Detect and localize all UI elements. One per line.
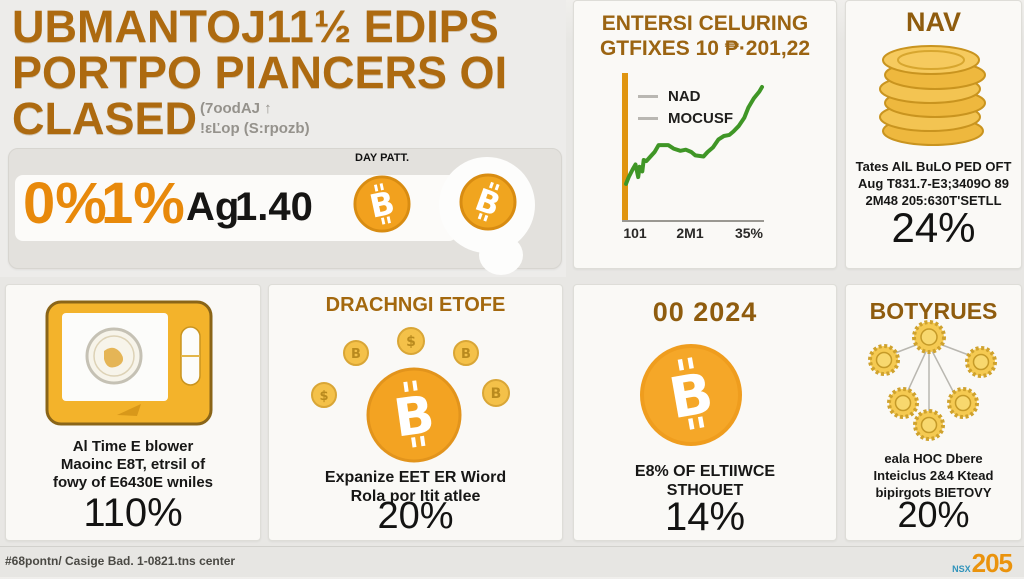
subtitle-line-2: !εĽop (S:rpozb)	[200, 120, 310, 137]
botyrues-value: 20%	[897, 494, 970, 535]
ath-value: 110%	[83, 491, 183, 535]
svg-text:$: $	[319, 389, 328, 404]
trend-chart-svg	[622, 73, 764, 222]
bitcoin-icon: B	[458, 172, 518, 232]
q2024-card: 00 2024 B E8% OF ELTIIWCE STHOUET 14%	[573, 284, 837, 541]
page-title: UBMANTOJ11½ EDIPS PORTPO PIANCERS OI CLA…	[12, 4, 564, 142]
botyrues-text: eala HOC Dbere Inteiclus 2&4 Ktead bipir…	[873, 451, 994, 500]
legend-dash-icon	[638, 116, 658, 120]
legend-row-mocusf: MOCUSF	[638, 107, 733, 129]
brand-logo: NSX 205	[952, 548, 1013, 579]
coin-backdrop-lower	[479, 235, 523, 275]
x-tick-3: 35%	[734, 225, 764, 241]
q2024-value: 14%	[664, 495, 746, 539]
coin-network-icon	[868, 320, 997, 441]
svg-text:B: B	[461, 347, 471, 362]
drachngi-text: Expanize EET ER Wiord Rola por Itit atle…	[324, 469, 507, 505]
q2024-text: E8% OF ELTIIWCE STHOUET	[634, 463, 776, 499]
botyrues-card: BOTYRUES	[845, 284, 1022, 541]
svg-text:B: B	[491, 386, 502, 402]
nav-value: 24%	[891, 204, 976, 251]
ath-card: Al Time E blower Maoinc E8T, etrsil of f…	[5, 284, 261, 541]
y-axis-bar	[622, 73, 628, 221]
coin-stack-icon	[879, 45, 986, 146]
chart-legend: NAD MOCUSF	[638, 85, 733, 129]
title-line-3: CLASED	[12, 93, 198, 144]
day-patt-label: DAY PATT.	[355, 152, 409, 164]
ath-text: Al Time E blower Maoinc E8T, etrsil of f…	[52, 438, 214, 491]
trend-chart-card: ENTERSI CELURING GTFIXES 10 ₱·201,22 NAD…	[573, 0, 837, 269]
footer: #68pontn/ Casige Bad. 1-0821.tns center …	[0, 546, 1024, 579]
trend-line	[624, 85, 764, 186]
svg-text:B: B	[351, 347, 361, 362]
subtitle-line-1: (7oodAJ ↑	[200, 100, 272, 117]
bitcoin-icon: B	[640, 344, 742, 446]
tablet-icon	[45, 300, 213, 426]
triangle-icon	[117, 404, 141, 416]
stat-label: Ag	[186, 185, 240, 229]
footer-caption: #68pontn/ Casige Bad. 1-0821.tns center	[5, 554, 236, 568]
nav-text: Tates AlL BuLO PED OFT Aug T831.7-E3;340…	[855, 159, 1012, 208]
header-panel: UBMANTOJ11½ EDIPS PORTPO PIANCERS OI CLA…	[0, 0, 566, 277]
bitcoin-cluster-icon: B $ B $ B B	[311, 327, 510, 463]
botyrues-title: BOTYRUES	[869, 298, 998, 324]
drachngi-title: DRACHNGI ETOFE	[325, 294, 506, 316]
x-tick-1: 101	[623, 225, 647, 241]
title-line-1: UBMANTOJ11½ EDIPS	[12, 1, 499, 52]
legend-row-nad: NAD	[638, 85, 733, 107]
chart-title: ENTERSI CELURING GTFIXES 10 ₱·201,22	[599, 12, 811, 60]
satellite-coin-icon: B $ B $ B	[311, 327, 510, 408]
nav-card: NAV Tates AlL BuLO PED OFT Aug T831.7-E3…	[845, 0, 1022, 269]
stat-bar: 0% 1% Ag 1.40 DAY PATT. B B	[8, 148, 562, 275]
nav-title: NAV	[905, 7, 961, 37]
legend-dash-icon	[638, 94, 658, 98]
q2024-title: 00 2024	[652, 297, 758, 327]
coin-sketch-icon	[104, 347, 124, 368]
flower-coin-icon	[868, 320, 997, 441]
x-tick-2: 2M1	[676, 225, 704, 241]
drachngi-value: 20%	[377, 495, 454, 537]
stat-value-2: 1%	[101, 171, 185, 236]
bitcoin-icon: B	[353, 175, 411, 233]
drachngi-card: DRACHNGI ETOFE B $ B $ B B Expanize EET …	[268, 284, 563, 541]
page-subtitle: (7oodAJ ↑ !εĽop (S:rpozb)	[200, 99, 310, 139]
bitcoin-icon	[366, 367, 462, 463]
stat-value-3: 1.40	[235, 185, 313, 229]
title-line-2: PORTPO PIANCERS OI	[12, 47, 508, 98]
stat-value-1: 0%	[23, 171, 107, 236]
brand-logo-big: 205	[971, 548, 1013, 578]
svg-text:$: $	[406, 334, 416, 350]
brand-logo-small: NSX	[952, 564, 971, 574]
